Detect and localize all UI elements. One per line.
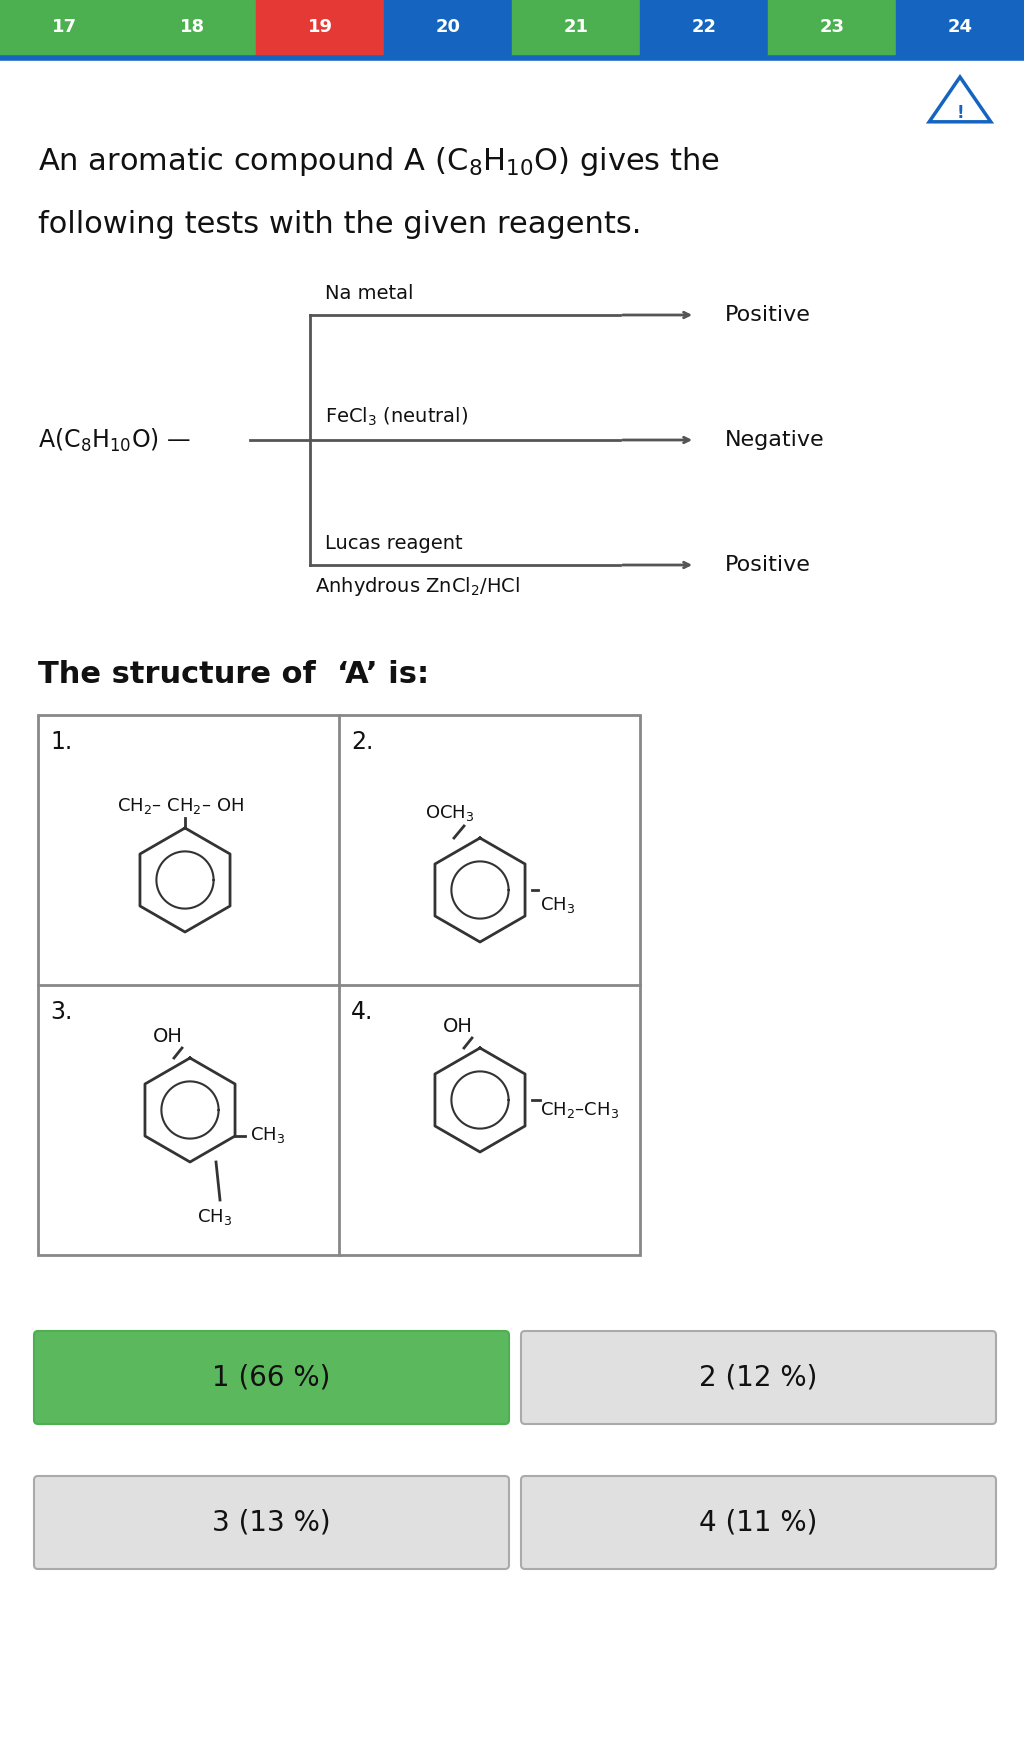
Bar <box>512 0 639 55</box>
Text: CH$_2$–CH$_3$: CH$_2$–CH$_3$ <box>540 1101 620 1120</box>
Text: 1.: 1. <box>50 730 73 753</box>
Bar <box>38 714 640 1254</box>
Text: 21: 21 <box>563 18 589 37</box>
Text: OH: OH <box>153 1027 183 1046</box>
Text: 24: 24 <box>947 18 973 37</box>
Bar <box>0 0 127 55</box>
Text: OH: OH <box>443 1018 473 1035</box>
Text: !: ! <box>956 104 964 122</box>
Text: Lucas reagent: Lucas reagent <box>325 534 463 552</box>
Text: 3 (13 %): 3 (13 %) <box>212 1508 331 1536</box>
Text: 19: 19 <box>307 18 333 37</box>
Bar <box>640 0 767 55</box>
Text: 1 (66 %): 1 (66 %) <box>212 1364 331 1392</box>
Text: 4.: 4. <box>351 1000 374 1023</box>
Text: Anhydrous ZnCl$_2$/HCl: Anhydrous ZnCl$_2$/HCl <box>315 575 520 598</box>
Text: 18: 18 <box>179 18 205 37</box>
FancyBboxPatch shape <box>34 1476 509 1568</box>
Text: Na metal: Na metal <box>325 284 414 303</box>
Text: 2 (12 %): 2 (12 %) <box>699 1364 818 1392</box>
Text: 22: 22 <box>691 18 717 37</box>
Text: 3.: 3. <box>50 1000 73 1023</box>
FancyBboxPatch shape <box>34 1332 509 1424</box>
Text: The structure of  ‘A’ is:: The structure of ‘A’ is: <box>38 660 429 690</box>
Text: A(C$_8$H$_{10}$O) —: A(C$_8$H$_{10}$O) — <box>38 427 190 453</box>
Text: CH$_3$: CH$_3$ <box>250 1125 286 1145</box>
Text: CH$_2$– CH$_2$– OH: CH$_2$– CH$_2$– OH <box>117 796 244 817</box>
Text: An aromatic compound A (C$_8$H$_{10}$O) gives the: An aromatic compound A (C$_8$H$_{10}$O) … <box>38 145 720 178</box>
Text: 17: 17 <box>51 18 77 37</box>
Text: 2.: 2. <box>351 730 374 753</box>
Text: following tests with the given reagents.: following tests with the given reagents. <box>38 210 641 238</box>
Text: Negative: Negative <box>725 430 824 450</box>
Text: 20: 20 <box>435 18 461 37</box>
Bar <box>256 0 383 55</box>
Text: CH$_3$: CH$_3$ <box>540 894 575 916</box>
FancyBboxPatch shape <box>521 1476 996 1568</box>
Bar <box>896 0 1023 55</box>
Bar <box>128 0 255 55</box>
Text: 23: 23 <box>819 18 845 37</box>
Bar <box>384 0 511 55</box>
Text: OCH$_3$: OCH$_3$ <box>425 803 475 824</box>
Text: Positive: Positive <box>725 556 811 575</box>
Text: Positive: Positive <box>725 305 811 325</box>
Text: CH$_3$: CH$_3$ <box>198 1207 232 1228</box>
Bar <box>768 0 895 55</box>
Text: FeCl$_3$ (neutral): FeCl$_3$ (neutral) <box>325 406 468 429</box>
FancyBboxPatch shape <box>521 1332 996 1424</box>
Text: 4 (11 %): 4 (11 %) <box>699 1508 818 1536</box>
